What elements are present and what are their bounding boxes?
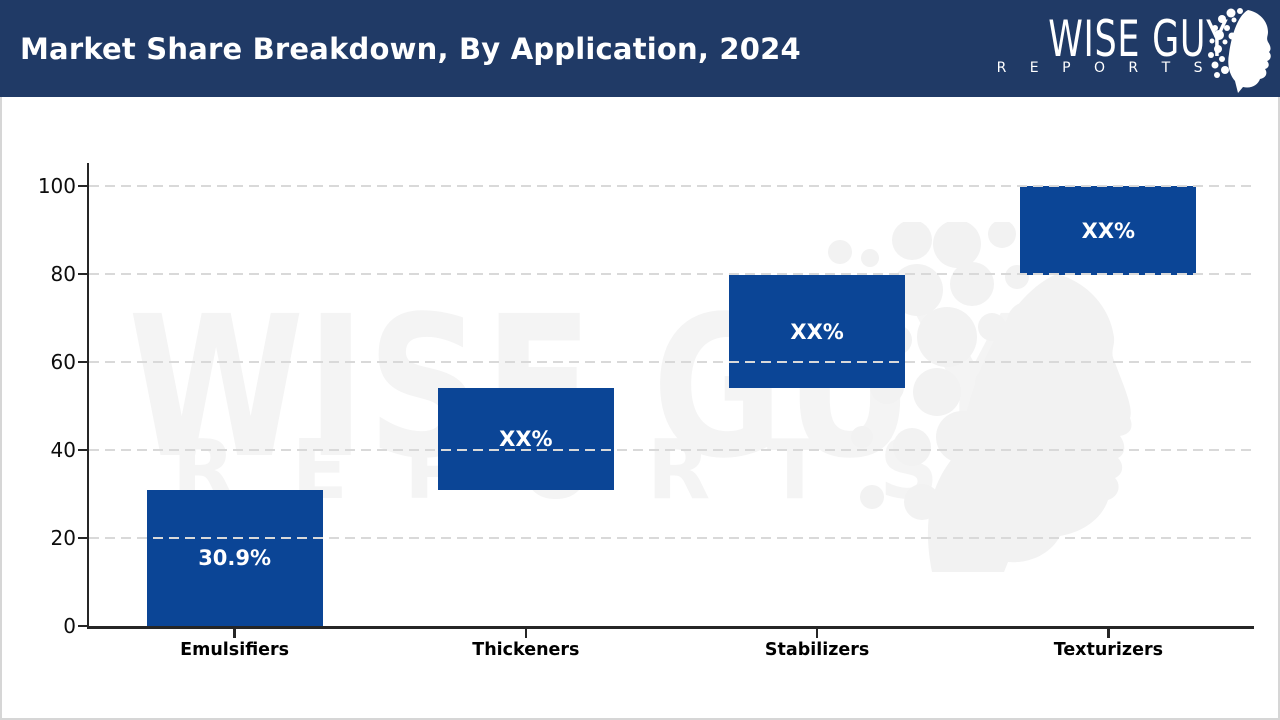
y-tick-label-20: 20 xyxy=(50,526,76,550)
bar-value-label: XX% xyxy=(1081,218,1136,243)
x-category-label: Thickeners xyxy=(472,640,580,660)
y-tick-label-100: 100 xyxy=(37,174,76,198)
brand-logo-subtitle: R E P O R T S xyxy=(996,60,1212,76)
y-tick-60 xyxy=(77,361,87,363)
x-tick-emulsifiers xyxy=(233,628,236,638)
brand-logo-wordmark: WISE GUY xyxy=(1047,10,1228,68)
y-tick-100 xyxy=(77,185,87,187)
header-bar: Market Share Breakdown, By Application, … xyxy=(0,0,1280,97)
x-category-label: Emulsifiers xyxy=(180,640,290,660)
gridline-40 xyxy=(89,449,1254,451)
page-title: Market Share Breakdown, By Application, … xyxy=(20,31,801,66)
y-axis-line xyxy=(86,163,89,629)
gridline-80 xyxy=(89,273,1254,275)
bar-texturizers xyxy=(1020,186,1197,276)
y-tick-label-60: 60 xyxy=(50,350,76,374)
bar-thickeners xyxy=(437,388,614,491)
y-tick-0 xyxy=(77,625,87,627)
gridline-20 xyxy=(89,537,1254,539)
x-tick-thickeners xyxy=(524,628,528,638)
x-tick-texturizers xyxy=(1107,628,1110,638)
brand-logo: WISE GUY R E P O R T S xyxy=(997,0,1280,97)
dotted-face-profile-icon xyxy=(1208,8,1271,93)
bar-value-label: XX% xyxy=(499,427,553,452)
y-tick-label-0: 0 xyxy=(63,614,76,638)
gridline-60 xyxy=(89,361,1254,363)
x-category-label: Texturizers xyxy=(1053,640,1164,660)
bar-emulsifiers xyxy=(146,490,323,626)
y-tick-40 xyxy=(77,449,87,451)
y-tick-label-40: 40 xyxy=(50,438,76,462)
bar-stabilizers xyxy=(729,275,906,389)
x-category-label: Stabilizers xyxy=(764,640,870,660)
x-axis-line xyxy=(86,626,1254,629)
bar-value-label: XX% xyxy=(790,319,844,344)
bar-value-label: 30.9% xyxy=(198,546,272,571)
x-tick-stabilizers xyxy=(815,628,819,638)
y-tick-80 xyxy=(77,273,87,275)
gridline-100 xyxy=(89,185,1254,187)
y-tick-label-80: 80 xyxy=(50,262,76,286)
y-tick-20 xyxy=(77,537,87,539)
